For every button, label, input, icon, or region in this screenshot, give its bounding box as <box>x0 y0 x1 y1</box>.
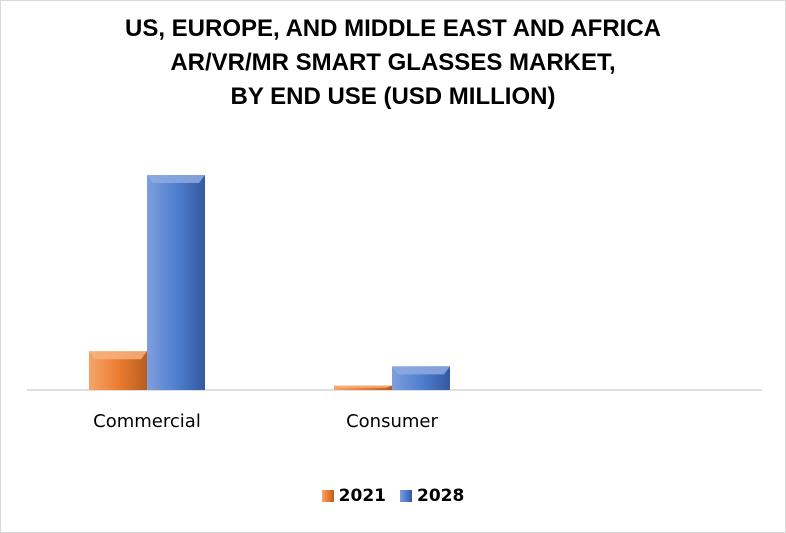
bar-cap-commercial-2028 <box>147 175 205 183</box>
chart-title-line-3: BY END USE (USD MILLION) <box>230 83 556 110</box>
chart-title-line-1: US, EUROPE, AND MIDDLE EAST AND AFRICA <box>124 15 661 42</box>
bar-commercial-2028 <box>147 175 205 390</box>
legend-label-2028: 2028 <box>417 486 465 506</box>
category-label-commercial: Commercial <box>93 411 201 432</box>
legend-item-2021: 2021 <box>321 486 386 506</box>
legend-swatch-2028 <box>400 490 412 502</box>
legend-label-2021: 2021 <box>338 486 386 506</box>
chart-title: US, EUROPE, AND MIDDLE EAST AND AFRICA A… <box>0 12 786 114</box>
category-label-consumer: Consumer <box>346 411 438 432</box>
bar-cap-consumer-2021 <box>334 385 392 388</box>
chart-legend: 2021 2028 <box>0 486 786 506</box>
bar-cap-consumer-2028 <box>392 366 450 375</box>
legend-swatch-2021 <box>321 490 334 502</box>
legend-item-2028: 2028 <box>400 486 464 506</box>
chart-title-line-2: AR/VR/MR SMART GLASSES MARKET, <box>170 49 616 76</box>
bar-cap-commercial-2021 <box>89 351 147 360</box>
